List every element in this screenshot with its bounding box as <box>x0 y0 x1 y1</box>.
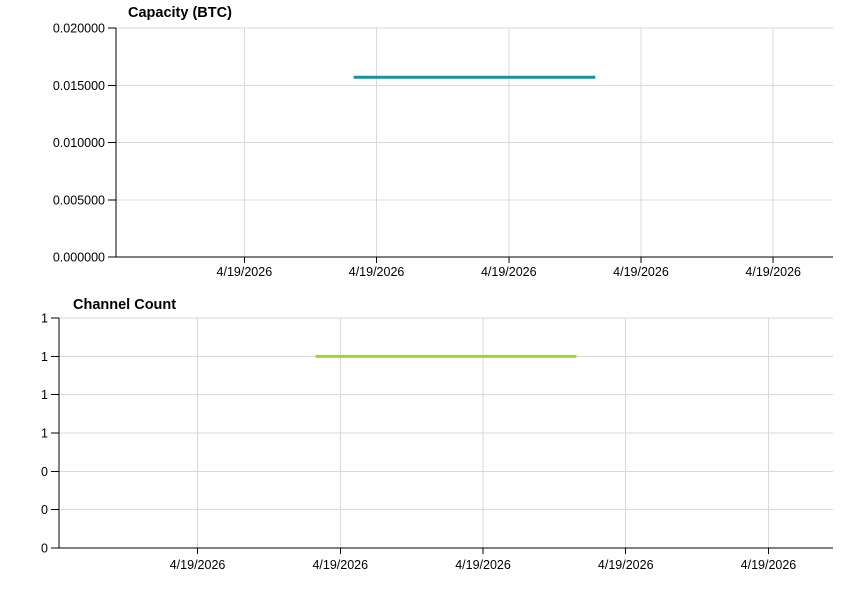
x-tick-label: 4/19/2026 <box>598 558 654 572</box>
y-tick-label: 0.000000 <box>53 251 105 265</box>
y-tick-label: 1 <box>41 427 48 441</box>
y-tick-label: 1 <box>41 350 48 364</box>
capacity-chart: Capacity (BTC) 0.020000 0.015000 0.010000 0… <box>0 0 860 285</box>
channel-count-chart: Channel Count 1 1 1 1 0 0 0 4/19/2026 4/19/2026 4… <box>0 290 860 600</box>
channel-count-chart-plot: 1 1 1 1 0 0 0 4/19/2026 4/19/2026 4/19/2026 4/19/2… <box>41 312 833 572</box>
x-tick-label: 4/19/2026 <box>481 265 537 279</box>
x-tick-label: 4/19/2026 <box>741 558 797 572</box>
x-tick-label: 4/19/2026 <box>349 265 405 279</box>
y-tick-label: 0 <box>41 503 48 517</box>
capacity-chart-plot: 0.020000 0.015000 0.010000 0.005000 0.000000… <box>53 22 833 279</box>
capacity-chart-title: Capacity (BTC) <box>128 5 232 21</box>
y-tick-label: 1 <box>41 388 48 402</box>
y-tick-label: 0.020000 <box>53 22 105 36</box>
y-tick-label: 0.010000 <box>53 136 105 150</box>
x-tick-label: 4/19/2026 <box>613 265 669 279</box>
x-tick-label: 4/19/2026 <box>455 558 511 572</box>
x-tick-label: 4/19/2026 <box>745 265 801 279</box>
y-tick-label: 0 <box>41 542 48 556</box>
channel-count-chart-title: Channel Count <box>73 297 177 313</box>
y-tick-label: 1 <box>41 312 48 326</box>
y-tick-label: 0.015000 <box>53 79 105 93</box>
x-tick-label: 4/19/2026 <box>217 265 273 279</box>
y-tick-label: 0.005000 <box>53 193 105 207</box>
y-tick-label: 0 <box>41 465 48 479</box>
x-tick-label: 4/19/2026 <box>312 558 368 572</box>
x-tick-label: 4/19/2026 <box>170 558 226 572</box>
